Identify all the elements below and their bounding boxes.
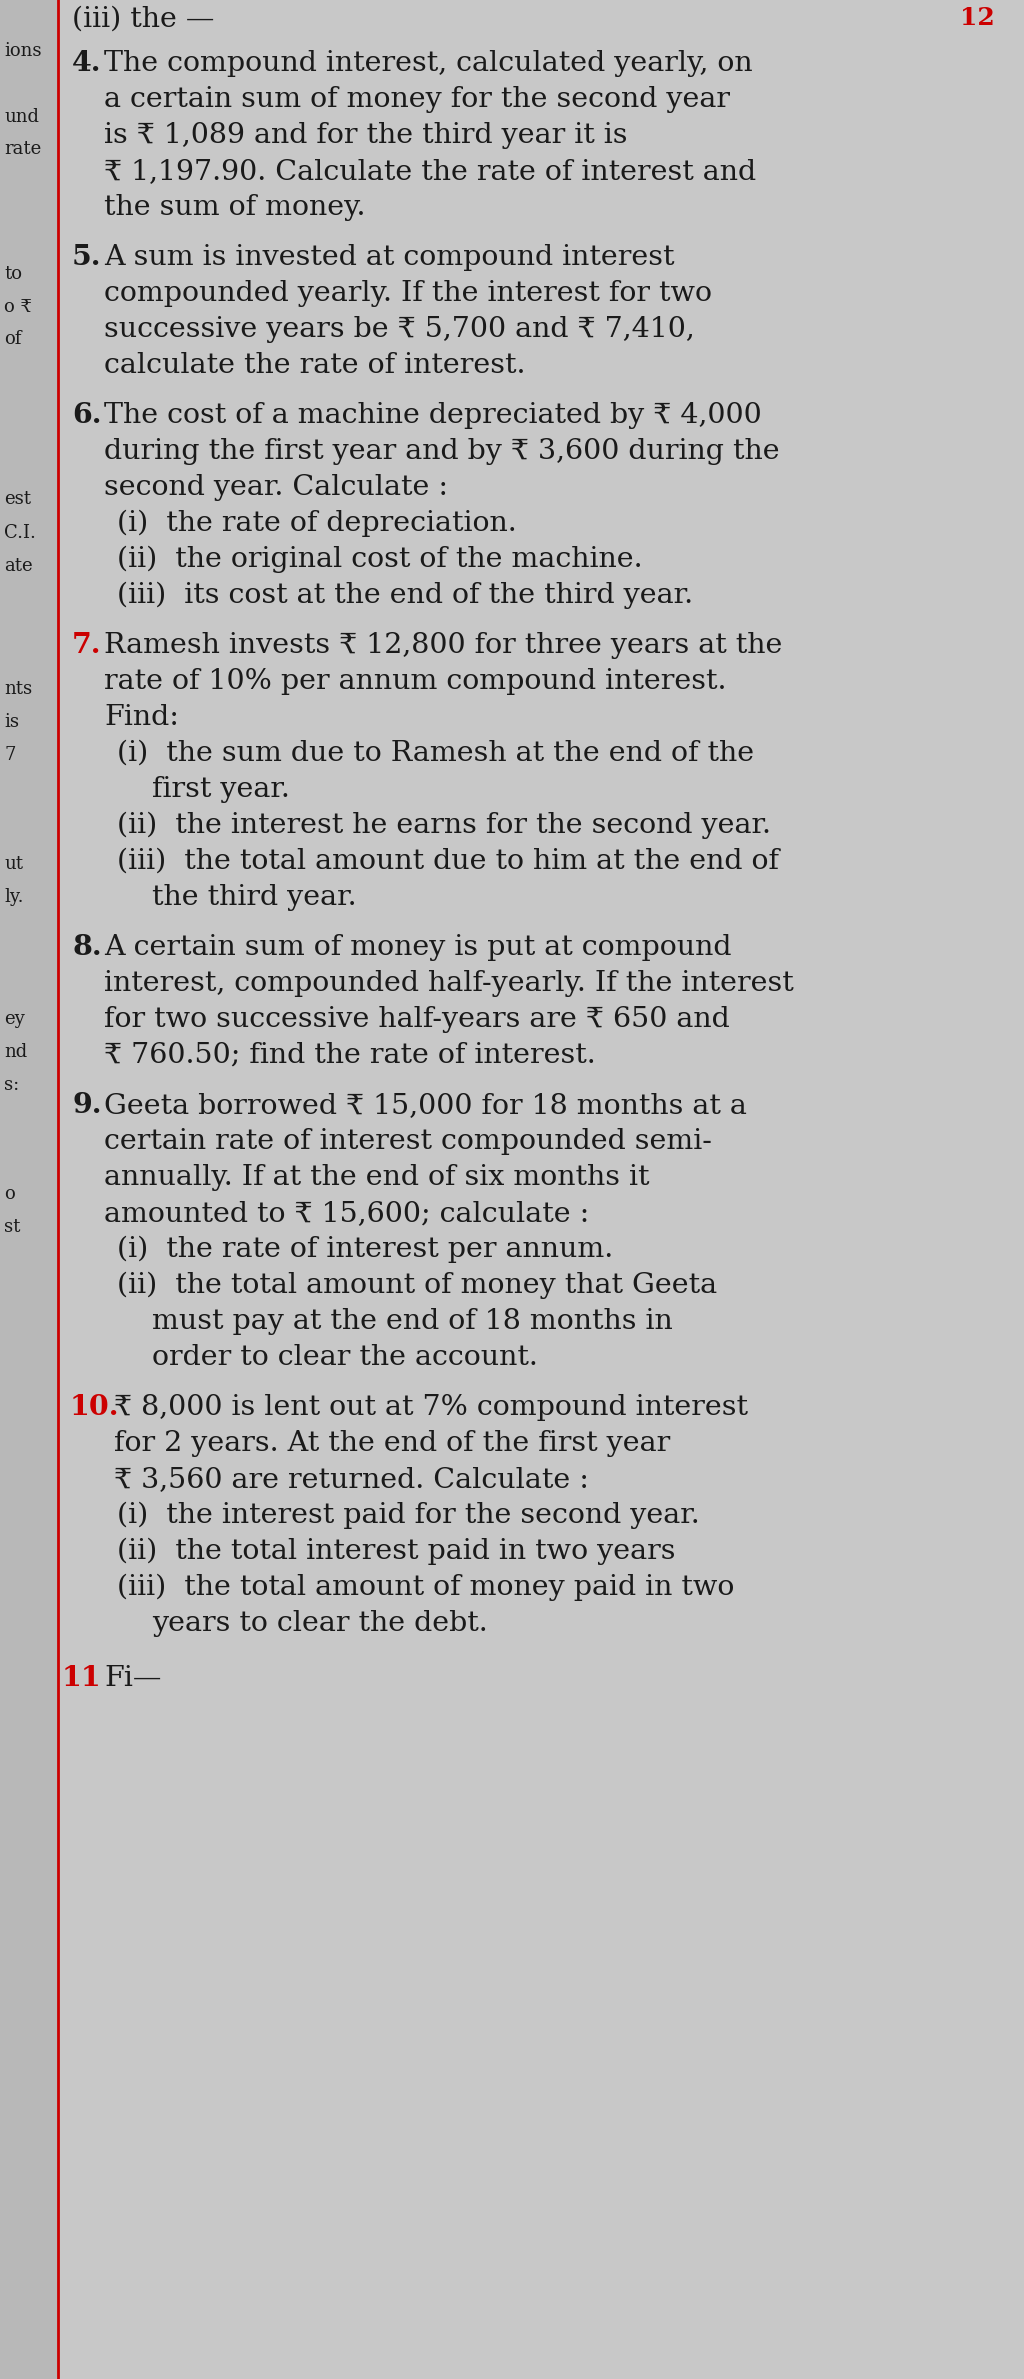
Text: Fi—: Fi— bbox=[104, 1665, 162, 1691]
Text: nd: nd bbox=[4, 1042, 28, 1061]
Text: ₹ 760.50; find the rate of interest.: ₹ 760.50; find the rate of interest. bbox=[104, 1042, 596, 1068]
Text: the sum of money.: the sum of money. bbox=[104, 195, 366, 221]
Text: und: und bbox=[4, 107, 39, 126]
Text: (i)  the sum due to Ramesh at the end of the: (i) the sum due to Ramesh at the end of … bbox=[117, 740, 754, 766]
Text: st: st bbox=[4, 1218, 20, 1237]
Text: C.I.: C.I. bbox=[4, 523, 36, 542]
Text: ions: ions bbox=[4, 43, 42, 59]
Text: to: to bbox=[4, 264, 22, 283]
Text: (i)  the rate of depreciation.: (i) the rate of depreciation. bbox=[117, 509, 517, 538]
Text: (iii)  the total amount due to him at the end of: (iii) the total amount due to him at the… bbox=[117, 847, 779, 875]
Text: must pay at the end of 18 months in: must pay at the end of 18 months in bbox=[152, 1308, 673, 1335]
Text: 6.: 6. bbox=[72, 402, 101, 428]
Text: 10.: 10. bbox=[70, 1394, 120, 1420]
Text: 4.: 4. bbox=[72, 50, 101, 76]
Text: calculate the rate of interest.: calculate the rate of interest. bbox=[104, 352, 525, 378]
Text: interest, compounded half-yearly. If the interest: interest, compounded half-yearly. If the… bbox=[104, 971, 794, 997]
Text: during the first year and by ₹ 3,600 during the: during the first year and by ₹ 3,600 dur… bbox=[104, 438, 779, 464]
Text: (iii)  its cost at the end of the third year.: (iii) its cost at the end of the third y… bbox=[117, 583, 693, 609]
Text: A sum is invested at compound interest: A sum is invested at compound interest bbox=[104, 245, 675, 271]
Text: annually. If at the end of six months it: annually. If at the end of six months it bbox=[104, 1163, 649, 1192]
Text: (iii) the —: (iii) the — bbox=[72, 7, 214, 33]
Text: of: of bbox=[4, 331, 22, 347]
Text: nts: nts bbox=[4, 680, 32, 697]
Text: years to clear the debt.: years to clear the debt. bbox=[152, 1611, 487, 1637]
Text: the third year.: the third year. bbox=[152, 885, 356, 911]
Text: a certain sum of money for the second year: a certain sum of money for the second ye… bbox=[104, 86, 730, 112]
Text: is: is bbox=[4, 714, 19, 730]
Text: (i)  the interest paid for the second year.: (i) the interest paid for the second yea… bbox=[117, 1501, 699, 1530]
Text: ate: ate bbox=[4, 557, 33, 576]
Text: s:: s: bbox=[4, 1075, 19, 1094]
Text: o ₹: o ₹ bbox=[4, 297, 32, 316]
Text: o: o bbox=[4, 1185, 14, 1204]
Text: Geeta borrowed ₹ 15,000 for 18 months at a: Geeta borrowed ₹ 15,000 for 18 months at… bbox=[104, 1092, 746, 1118]
Text: is ₹ 1,089 and for the third year it is: is ₹ 1,089 and for the third year it is bbox=[104, 121, 628, 150]
Text: rate of 10% per annum compound interest.: rate of 10% per annum compound interest. bbox=[104, 668, 726, 695]
Text: 11: 11 bbox=[62, 1665, 101, 1691]
Text: The compound interest, calculated yearly, on: The compound interest, calculated yearly… bbox=[104, 50, 753, 76]
Text: ₹ 1,197.90. Calculate the rate of interest and: ₹ 1,197.90. Calculate the rate of intere… bbox=[104, 157, 756, 186]
Text: successive years be ₹ 5,700 and ₹ 7,410,: successive years be ₹ 5,700 and ₹ 7,410, bbox=[104, 316, 694, 343]
Text: (ii)  the total amount of money that Geeta: (ii) the total amount of money that Geet… bbox=[117, 1273, 717, 1299]
Text: ey: ey bbox=[4, 1011, 25, 1028]
Text: (ii)  the total interest paid in two years: (ii) the total interest paid in two year… bbox=[117, 1537, 676, 1565]
Text: 7.: 7. bbox=[72, 633, 101, 659]
Text: ut: ut bbox=[4, 854, 23, 873]
Text: 9.: 9. bbox=[72, 1092, 101, 1118]
Text: A certain sum of money is put at compound: A certain sum of money is put at compoun… bbox=[104, 935, 731, 961]
Text: compounded yearly. If the interest for two: compounded yearly. If the interest for t… bbox=[104, 281, 712, 307]
Text: certain rate of interest compounded semi-: certain rate of interest compounded semi… bbox=[104, 1128, 712, 1154]
Text: Find:: Find: bbox=[104, 704, 179, 730]
Text: second year. Calculate :: second year. Calculate : bbox=[104, 473, 449, 502]
Text: rate: rate bbox=[4, 140, 41, 157]
Text: for two successive half-years are ₹ 650 and: for two successive half-years are ₹ 650 … bbox=[104, 1006, 730, 1032]
Text: amounted to ₹ 15,600; calculate :: amounted to ₹ 15,600; calculate : bbox=[104, 1199, 589, 1228]
Text: Ramesh invests ₹ 12,800 for three years at the: Ramesh invests ₹ 12,800 for three years … bbox=[104, 633, 782, 659]
Text: (iii)  the total amount of money paid in two: (iii) the total amount of money paid in … bbox=[117, 1575, 734, 1601]
Text: 7: 7 bbox=[4, 747, 15, 764]
Text: 12: 12 bbox=[961, 7, 995, 31]
Bar bbox=[0, 0, 58, 2379]
Text: (ii)  the original cost of the machine.: (ii) the original cost of the machine. bbox=[117, 547, 643, 573]
Text: order to clear the account.: order to clear the account. bbox=[152, 1344, 538, 1370]
Text: est: est bbox=[4, 490, 31, 509]
Text: ₹ 8,000 is lent out at 7% compound interest: ₹ 8,000 is lent out at 7% compound inter… bbox=[114, 1394, 748, 1420]
Text: 5.: 5. bbox=[72, 245, 101, 271]
Text: for 2 years. At the end of the first year: for 2 years. At the end of the first yea… bbox=[114, 1430, 671, 1456]
Text: (i)  the rate of interest per annum.: (i) the rate of interest per annum. bbox=[117, 1237, 613, 1263]
Text: 8.: 8. bbox=[72, 935, 101, 961]
Text: The cost of a machine depreciated by ₹ 4,000: The cost of a machine depreciated by ₹ 4… bbox=[104, 402, 762, 428]
Text: ly.: ly. bbox=[4, 887, 24, 906]
Text: first year.: first year. bbox=[152, 776, 290, 804]
Text: (ii)  the interest he earns for the second year.: (ii) the interest he earns for the secon… bbox=[117, 811, 771, 840]
Text: ₹ 3,560 are returned. Calculate :: ₹ 3,560 are returned. Calculate : bbox=[114, 1465, 589, 1494]
